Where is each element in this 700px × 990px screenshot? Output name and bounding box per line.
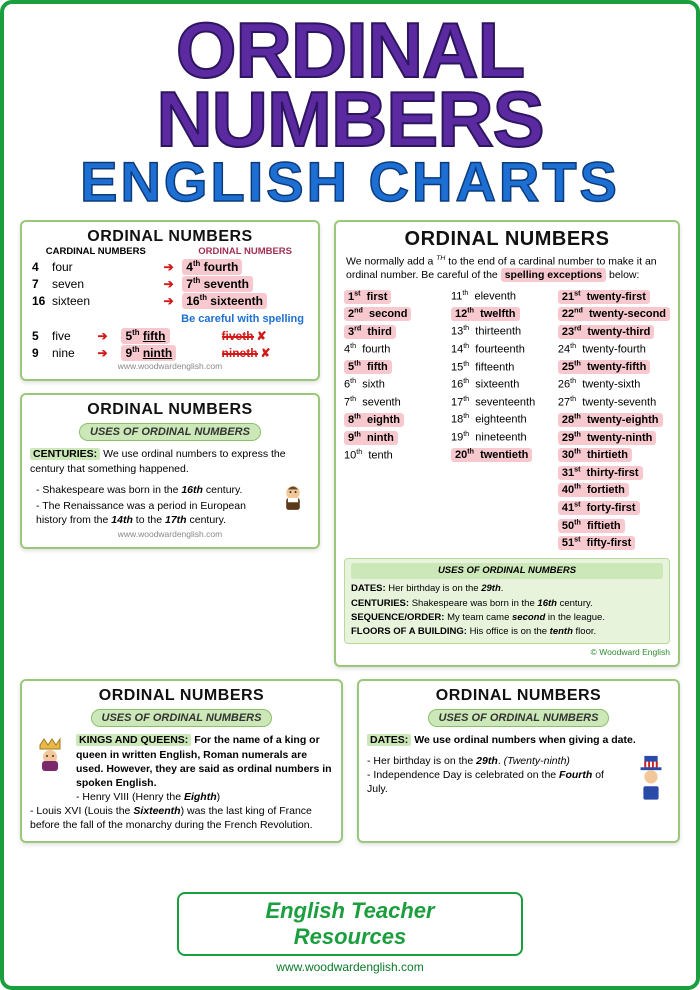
card-kings-queens: ORDINAL NUMBERS USES OF ORDINAL NUMBERS …	[20, 679, 343, 842]
card-a-credit: www.woodwardenglish.com	[30, 361, 310, 371]
card-b-title: ORDINAL NUMBERS	[344, 228, 670, 251]
list-item: 14th fourteenth	[451, 341, 550, 359]
list-item: 25th twenty-fifth	[558, 359, 670, 377]
left-stack: ORDINAL NUMBERS CARDINAL NUMBERS ORDINAL…	[20, 220, 320, 667]
row-bottom: ORDINAL NUMBERS USES OF ORDINAL NUMBERS …	[20, 679, 680, 842]
list-item: 29th twenty-ninth	[558, 429, 670, 447]
uncle-sam-icon	[632, 754, 670, 800]
list-item: 41st forty-first	[558, 499, 670, 517]
footer: English Teacher Resources www.woodwarden…	[177, 892, 523, 974]
list-item: 23rd twenty-third	[558, 323, 670, 341]
card-a-title: ORDINAL NUMBERS	[30, 228, 310, 246]
uses-row: SEQUENCE/ORDER: My team came second in t…	[351, 611, 663, 625]
card-b-uses: USES OF ORDINAL NUMBERS DATES: Her birth…	[344, 558, 670, 644]
king-icon	[30, 733, 70, 773]
card-d-ex2: - Louis XVI (Louis the Sixteenth) was th…	[30, 804, 333, 832]
card-b-credit: © Woodward English	[344, 647, 670, 657]
list-item: 11th eleventh	[451, 288, 550, 306]
list-item: 3rd third	[344, 323, 443, 341]
title-main: ORDINAL NUMBERS	[14, 16, 686, 153]
card-centuries: ORDINAL NUMBERS USES OF ORDINAL NUMBERS …	[20, 393, 320, 549]
card-d-body: KINGS AND QUEENS: For the name of a king…	[30, 733, 333, 832]
cards-area: ORDINAL NUMBERS CARDINAL NUMBERS ORDINAL…	[4, 214, 696, 842]
careful-label: Be careful with spelling	[30, 313, 304, 325]
card-a-table: CARDINAL NUMBERS ORDINAL NUMBERS 4four➔4…	[30, 246, 310, 309]
list-item: 24th twenty-fourth	[558, 341, 670, 359]
list-item: 7th seventh	[344, 394, 443, 412]
list-item: 31st thirty-first	[558, 464, 670, 482]
card-c-lead-lbl: CENTURIES:	[30, 448, 100, 460]
card-c-title: ORDINAL NUMBERS	[30, 401, 310, 419]
list-item: 6th sixth	[344, 376, 443, 394]
title-sub: ENGLISH CHARTS	[14, 155, 686, 208]
card-b-columns: 1st first2nd second3rd third4th fourth5t…	[344, 288, 670, 552]
list-item: 22nd twenty-second	[558, 306, 670, 324]
table-row: 9nine➔9th ninthnineth✘	[30, 344, 310, 361]
footer-url: www.woodwardenglish.com	[177, 960, 523, 974]
list-item: 21st twenty-first	[558, 288, 670, 306]
table-row: 16sixteen➔16th sixteenth	[30, 292, 310, 309]
footer-label: English Teacher Resources	[177, 892, 523, 956]
card-c-body: CENTURIES: We use ordinal numbers to exp…	[30, 447, 310, 529]
list-item: 50th fiftieth	[558, 517, 670, 535]
list-item: 30th thirtieth	[558, 447, 670, 465]
shakespeare-icon	[276, 481, 310, 515]
col1-head: CARDINAL NUMBERS	[30, 246, 162, 258]
card-c-ex2: - The Renaissance was a period in Europe…	[36, 499, 270, 527]
card-dates: ORDINAL NUMBERS USES OF ORDINAL NUMBERS …	[357, 679, 680, 842]
uses-row: CENTURIES: Shakespeare was born in the 1…	[351, 597, 663, 611]
list-item: 51st fifty-first	[558, 535, 670, 553]
title-block: ORDINAL NUMBERS ENGLISH CHARTS	[4, 4, 696, 214]
list-item: 4th fourth	[344, 341, 443, 359]
card-d-title: ORDINAL NUMBERS	[30, 687, 333, 705]
card-b-uses-title: USES OF ORDINAL NUMBERS	[351, 563, 663, 579]
card-e-lead-lbl: DATES:	[367, 734, 411, 746]
card-e-body: DATES: We use ordinal numbers when givin…	[367, 733, 670, 799]
table-row: 4four➔4th fourth	[30, 258, 310, 275]
uses-row: DATES: Her birthday is on the 29th.	[351, 582, 663, 596]
list-item: 27th twenty-seventh	[558, 394, 670, 412]
list-item: 2nd second	[344, 306, 443, 324]
card-d-pill: USES OF ORDINAL NUMBERS	[91, 709, 273, 727]
list-item: 20th twentieth	[451, 447, 550, 465]
list-item: 17th seventeenth	[451, 394, 550, 412]
table-row: 5five➔5th fifthfiveth✘	[30, 327, 310, 344]
table-row: 7seven➔7th seventh	[30, 275, 310, 292]
card-d-ex1: - Henry VIII (Henry the Eighth)	[76, 790, 333, 804]
card-b-col2: 11th eleventh12th twelfth13th thirteenth…	[451, 288, 550, 552]
card-e-lead-txt: We use ordinal numbers when giving a dat…	[414, 734, 636, 746]
list-item: 1st first	[344, 288, 443, 306]
list-item: 26th twenty-sixth	[558, 376, 670, 394]
card-e-pill: USES OF ORDINAL NUMBERS	[428, 709, 610, 727]
card-a-table2: 5five➔5th fifthfiveth✘9nine➔9th ninthnin…	[30, 327, 310, 361]
list-item: 13th thirteenth	[451, 323, 550, 341]
list-item: 40th fortieth	[558, 482, 670, 500]
card-b-col1: 1st first2nd second3rd third4th fourth5t…	[344, 288, 443, 552]
list-item: 18th eighteenth	[451, 411, 550, 429]
card-e-ex2: - Independence Day is celebrated on the …	[367, 768, 626, 796]
list-item: 9th ninth	[344, 429, 443, 447]
card-c-credit: www.woodwardenglish.com	[30, 529, 310, 539]
list-item: 5th fifth	[344, 359, 443, 377]
list-item: 19th nineteenth	[451, 429, 550, 447]
list-item: 8th eighth	[344, 411, 443, 429]
list-item: 15th fifteenth	[451, 359, 550, 377]
card-e-title: ORDINAL NUMBERS	[367, 687, 670, 705]
row-top: ORDINAL NUMBERS CARDINAL NUMBERS ORDINAL…	[20, 220, 680, 667]
list-item: 28th twenty-eighth	[558, 411, 670, 429]
card-ordinal-list: ORDINAL NUMBERS We normally add a TH to …	[334, 220, 680, 667]
card-b-intro: We normally add a TH to the end of a car…	[346, 255, 668, 282]
uses-row: FLOORS OF A BUILDING: His office is on t…	[351, 625, 663, 639]
card-cardinal-to-ordinal: ORDINAL NUMBERS CARDINAL NUMBERS ORDINAL…	[20, 220, 320, 381]
list-item: 10th tenth	[344, 447, 443, 465]
col2-head: ORDINAL NUMBERS	[180, 246, 310, 258]
card-d-lead-lbl: KINGS AND QUEENS:	[76, 734, 191, 746]
card-c-ex1: - Shakespeare was born in the 16th centu…	[36, 483, 270, 497]
card-e-ex1: - Her birthday is on the 29th. (Twenty-n…	[367, 754, 626, 768]
card-b-col3: 21st twenty-first22nd twenty-second23rd …	[558, 288, 670, 552]
list-item: 16th sixteenth	[451, 376, 550, 394]
list-item: 12th twelfth	[451, 306, 550, 324]
card-c-pill: USES OF ORDINAL NUMBERS	[79, 423, 261, 441]
